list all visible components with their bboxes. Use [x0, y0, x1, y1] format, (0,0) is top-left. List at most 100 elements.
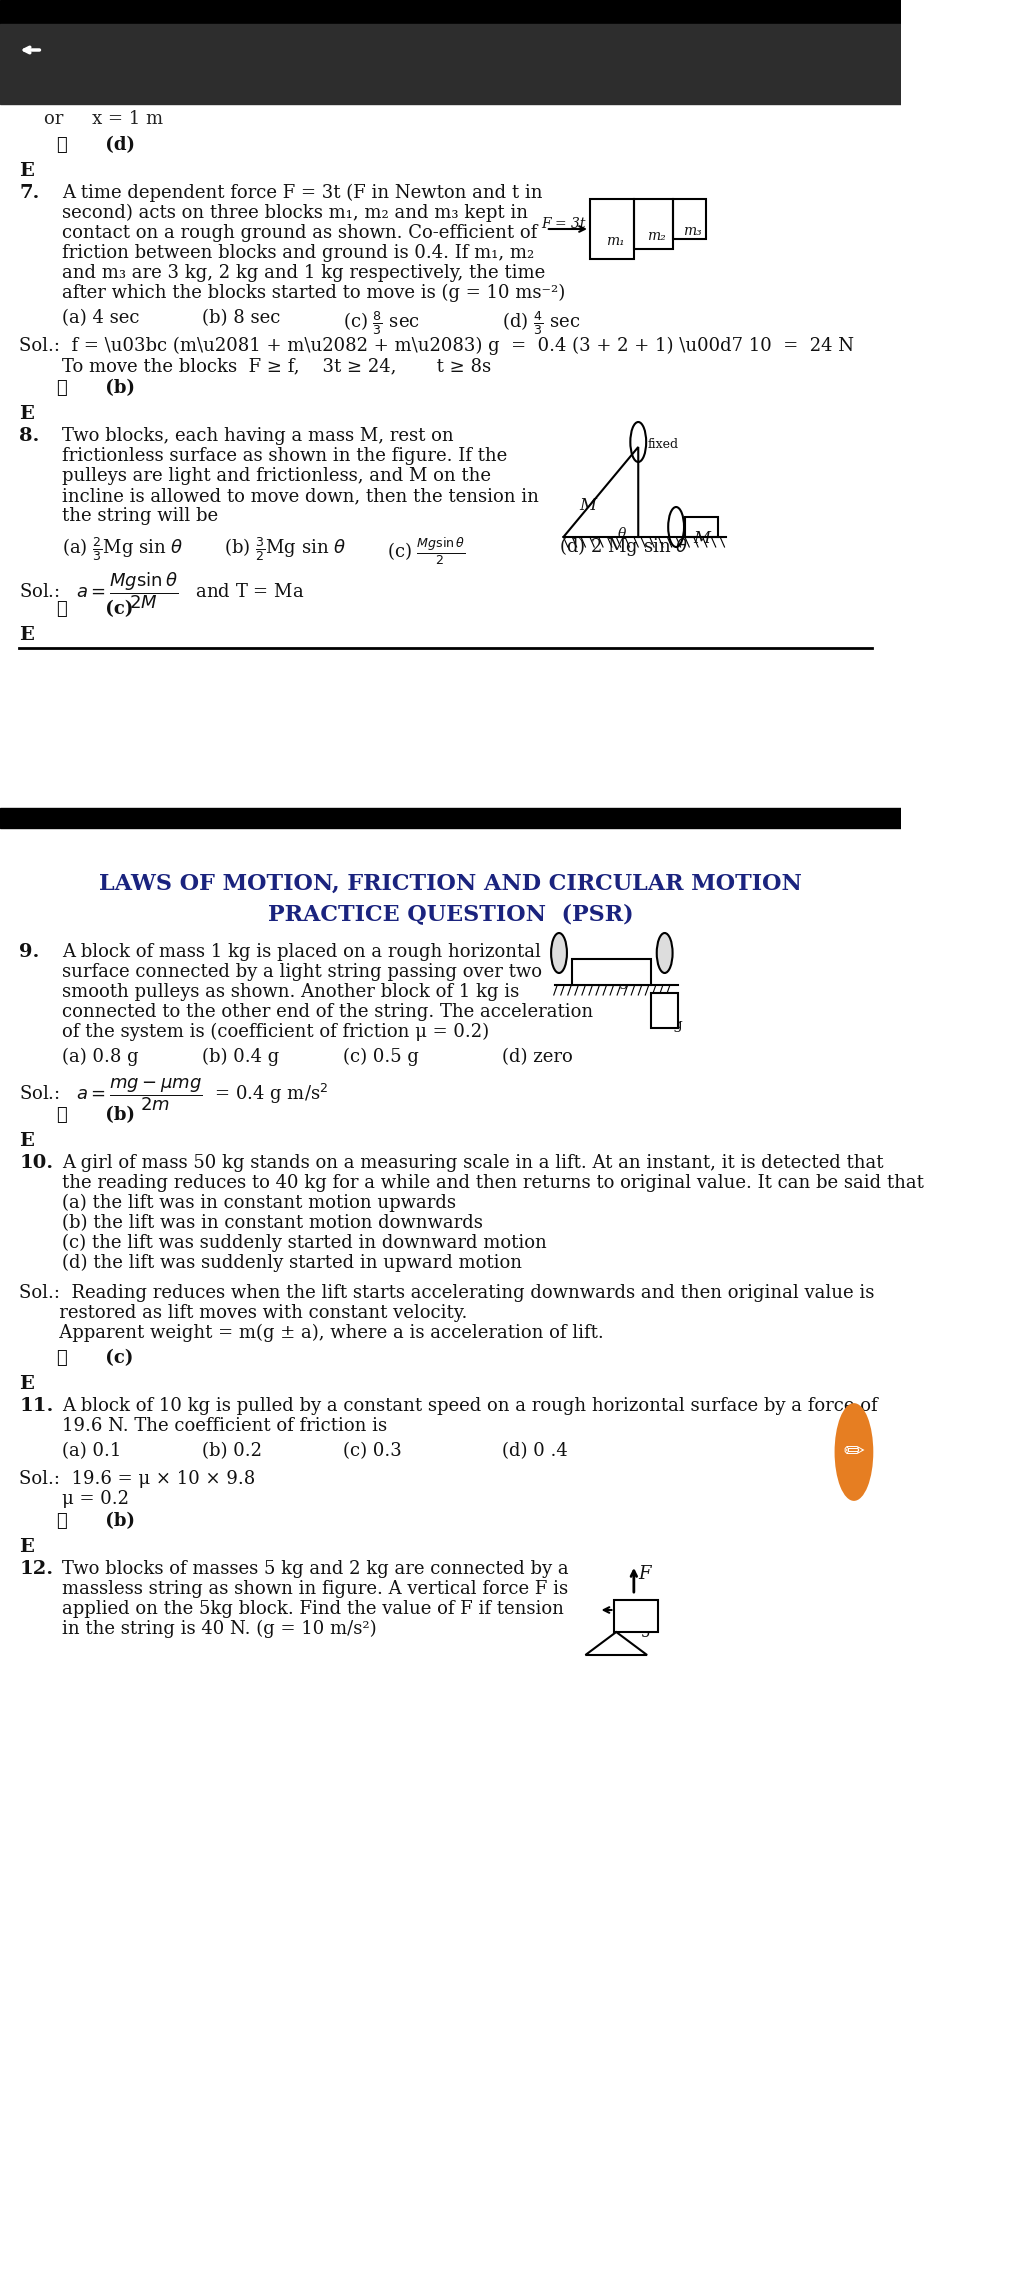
- Text: ∴      (b): ∴ (b): [57, 1513, 135, 1531]
- Text: Apparent weight = m(g ± a), where a is acceleration of lift.: Apparent weight = m(g ± a), where a is a…: [19, 1324, 604, 1342]
- Text: the reading reduces to 40 kg for a while and then returns to original value. It : the reading reduces to 40 kg for a while…: [61, 1174, 924, 1192]
- Text: smooth pulleys as shown. Another block of 1 kg is: smooth pulleys as shown. Another block o…: [61, 983, 519, 1001]
- Text: ∴      (d): ∴ (d): [57, 136, 135, 155]
- Text: 1kg: 1kg: [654, 1017, 683, 1033]
- Text: ∴      (b): ∴ (b): [57, 1106, 135, 1124]
- Text: Two blocks, each having a mass M, rest on: Two blocks, each having a mass M, rest o…: [61, 428, 454, 446]
- Text: in the string is 40 N. (g = 10 m/s²): in the string is 40 N. (g = 10 m/s²): [61, 1620, 376, 1638]
- Text: 9:57: 9:57: [27, 7, 68, 25]
- Text: 3. Newton's Laws of Motio...: 3. Newton's Laws of Motio...: [48, 50, 382, 71]
- Text: surface connected by a light string passing over two: surface connected by a light string pass…: [61, 962, 542, 981]
- Text: contact on a rough ground as shown. Co-efficient of: contact on a rough ground as shown. Co-e…: [61, 223, 537, 241]
- Text: the string will be: the string will be: [61, 507, 218, 526]
- Text: (d) 0 .4: (d) 0 .4: [502, 1442, 567, 1461]
- Text: A block of mass 1 kg is placed on a rough horizontal: A block of mass 1 kg is placed on a roug…: [61, 944, 541, 960]
- Text: fixed: fixed: [648, 439, 679, 450]
- Text: friction between blocks and ground is 0.4. If m₁, m₂: friction between blocks and ground is 0.…: [61, 243, 534, 262]
- Text: Sol.:  f = \u03bc (m\u2081 + m\u2082 + m\u2083) g  =  0.4 (3 + 2 + 1) \u00d7 10 : Sol.: f = \u03bc (m\u2081 + m\u2082 + m\…: [19, 337, 854, 355]
- Text: incline is allowed to move down, then the tension in: incline is allowed to move down, then th…: [61, 487, 539, 505]
- Bar: [0, 105, 901, 2275]
- Text: E: E: [19, 1133, 34, 1149]
- Text: 8.: 8.: [19, 428, 40, 446]
- Text: Two blocks of masses 5 kg and 2 kg are connected by a: Two blocks of masses 5 kg and 2 kg are c…: [61, 1561, 568, 1579]
- Bar: [572, 960, 651, 985]
- Bar: [634, 198, 673, 248]
- Text: (b) 0.2: (b) 0.2: [203, 1442, 262, 1461]
- Text: If a = 0    $\Rightarrow$    ln x = 0: If a = 0 $\Rightarrow$ ln x = 0: [27, 73, 187, 86]
- Bar: [0, 0, 901, 25]
- Circle shape: [656, 933, 673, 974]
- Text: 7.: 7.: [19, 184, 40, 202]
- Text: F: F: [638, 1565, 650, 1583]
- Text: restored as lift moves with constant velocity.: restored as lift moves with constant vel…: [19, 1304, 468, 1322]
- Bar: [651, 992, 678, 1028]
- Text: μ = 0.2: μ = 0.2: [61, 1490, 129, 1508]
- Text: (a) $\frac{2}{3}$Mg sin $\theta$: (a) $\frac{2}{3}$Mg sin $\theta$: [61, 535, 183, 562]
- Text: (a) the lift was in constant motion upwards: (a) the lift was in constant motion upwa…: [61, 1194, 456, 1213]
- Text: massless string as shown in figure. A vertical force F is: massless string as shown in figure. A ve…: [61, 1581, 567, 1597]
- Bar: [614, 1599, 658, 1631]
- Text: θ: θ: [618, 528, 627, 541]
- Text: E: E: [19, 405, 34, 423]
- Text: A time dependent force F = 3t (F in Newton and t in: A time dependent force F = 3t (F in Newt…: [61, 184, 542, 202]
- Text: (a) 0.8 g: (a) 0.8 g: [61, 1049, 138, 1067]
- Text: To move the blocks  F ≥ f,    3t ≥ 24,       t ≥ 8s: To move the blocks F ≥ f, 3t ≥ 24, t ≥ 8…: [61, 357, 490, 375]
- Text: F = 3t: F = 3t: [542, 216, 586, 232]
- Text: 11.: 11.: [19, 1397, 53, 1415]
- Text: (d) the lift was suddenly started in upward motion: (d) the lift was suddenly started in upw…: [61, 1254, 521, 1272]
- Bar: [0, 25, 901, 105]
- Text: connected to the other end of the string. The acceleration: connected to the other end of the string…: [61, 1003, 593, 1021]
- Text: (c) 0.5 g: (c) 0.5 g: [343, 1049, 419, 1067]
- Text: Sol.:   $a = \dfrac{Mg\sin\theta}{2M}$   and T = Ma: Sol.: $a = \dfrac{Mg\sin\theta}{2M}$ and…: [19, 571, 304, 610]
- Text: M: M: [580, 496, 596, 514]
- Text: ✏: ✏: [844, 1440, 864, 1465]
- Text: second) acts on three blocks m₁, m₂ and m₃ kept in: second) acts on three blocks m₁, m₂ and …: [61, 205, 527, 223]
- Text: E: E: [19, 1538, 34, 1556]
- Text: (b) the lift was in constant motion downwards: (b) the lift was in constant motion down…: [61, 1215, 482, 1233]
- Text: (c) $\frac{8}{3}$ sec: (c) $\frac{8}{3}$ sec: [343, 309, 420, 337]
- Text: (b) 8 sec: (b) 8 sec: [203, 309, 281, 328]
- Text: Sol.:  v = ln x, a = v$\frac{dv}{dx}$ = ln x \u00d7 $\frac{1}{x}$: Sol.: v = ln x, a = v$\frac{dv}{dx}$ = l…: [13, 32, 278, 57]
- Bar: [590, 198, 634, 259]
- Text: ∴      (c): ∴ (c): [57, 601, 133, 619]
- Text: E: E: [19, 1374, 34, 1392]
- Text: (c) 0.3: (c) 0.3: [343, 1442, 402, 1461]
- Text: (c) $\frac{Mg\sin\theta}{2}$: (c) $\frac{Mg\sin\theta}{2}$: [387, 535, 466, 566]
- Text: PRACTICE QUESTION  (PSR): PRACTICE QUESTION (PSR): [268, 903, 634, 926]
- Bar: [685, 516, 719, 537]
- Text: Sol.:  19.6 = μ × 10 × 9.8: Sol.: 19.6 = μ × 10 × 9.8: [19, 1470, 256, 1488]
- Text: ∴      (b): ∴ (b): [57, 380, 135, 398]
- Text: E: E: [19, 162, 34, 180]
- Text: ☊  408  Vo  ²4G  ‖‖  49: ☊ 408 Vo ²4G ‖‖ 49: [572, 7, 714, 18]
- Text: and m₃ are 3 kg, 2 kg and 1 kg respectively, the time: and m₃ are 3 kg, 2 kg and 1 kg respectiv…: [61, 264, 545, 282]
- Text: 10.: 10.: [19, 1153, 53, 1172]
- Circle shape: [551, 933, 567, 974]
- Text: or     x = 1 m: or x = 1 m: [44, 109, 163, 127]
- Text: (d) $\frac{4}{3}$ sec: (d) $\frac{4}{3}$ sec: [502, 309, 581, 337]
- Text: A girl of mass 50 kg stands on a measuring scale in a lift. At an instant, it is: A girl of mass 50 kg stands on a measuri…: [61, 1153, 883, 1172]
- Text: Sol.:   $a = \dfrac{mg - \mu mg}{2m}$  = 0.4 g m/s$^2$: Sol.: $a = \dfrac{mg - \mu mg}{2m}$ = 0.…: [19, 1076, 329, 1112]
- Text: 19.6 N. The coefficient of friction is: 19.6 N. The coefficient of friction is: [61, 1417, 387, 1436]
- Text: m₃: m₃: [683, 223, 701, 239]
- Text: m₂: m₂: [647, 230, 666, 243]
- Bar: [673, 198, 706, 239]
- Text: A block of 10 kg is pulled by a constant speed on a rough horizontal surface by : A block of 10 kg is pulled by a constant…: [61, 1397, 878, 1415]
- Polygon shape: [586, 1631, 647, 1654]
- Text: frictionless surface as shown in the figure. If the: frictionless surface as shown in the fig…: [61, 446, 507, 464]
- Text: (c) the lift was suddenly started in downward motion: (c) the lift was suddenly started in dow…: [61, 1233, 547, 1251]
- Text: (d) 2 Mg sin $\theta$: (d) 2 Mg sin $\theta$: [559, 535, 688, 557]
- Text: m₁: m₁: [605, 234, 625, 248]
- Text: of the system is (coefficient of friction μ = 0.2): of the system is (coefficient of frictio…: [61, 1024, 488, 1042]
- Text: applied on the 5kg block. Find the value of F if tension: applied on the 5kg block. Find the value…: [61, 1599, 563, 1618]
- Text: LAWS OF MOTION, FRICTION AND CIRCULAR MOTION: LAWS OF MOTION, FRICTION AND CIRCULAR MO…: [99, 874, 802, 894]
- Text: 12.: 12.: [19, 1561, 53, 1579]
- Text: ∴      (c): ∴ (c): [57, 1349, 133, 1367]
- Circle shape: [835, 1404, 873, 1502]
- Text: (d) zero: (d) zero: [502, 1049, 572, 1067]
- Text: after which the blocks started to move is (g = 10 ms⁻²): after which the blocks started to move i…: [61, 284, 565, 303]
- Text: (b) $\frac{3}{2}$Mg sin $\theta$: (b) $\frac{3}{2}$Mg sin $\theta$: [224, 535, 347, 562]
- Text: (a) 4 sec: (a) 4 sec: [61, 309, 139, 328]
- Text: (a) 0.1: (a) 0.1: [61, 1442, 121, 1461]
- Text: 5kg: 5kg: [621, 1620, 651, 1638]
- Text: pulleys are light and frictionless, and M on the: pulleys are light and frictionless, and …: [61, 466, 490, 485]
